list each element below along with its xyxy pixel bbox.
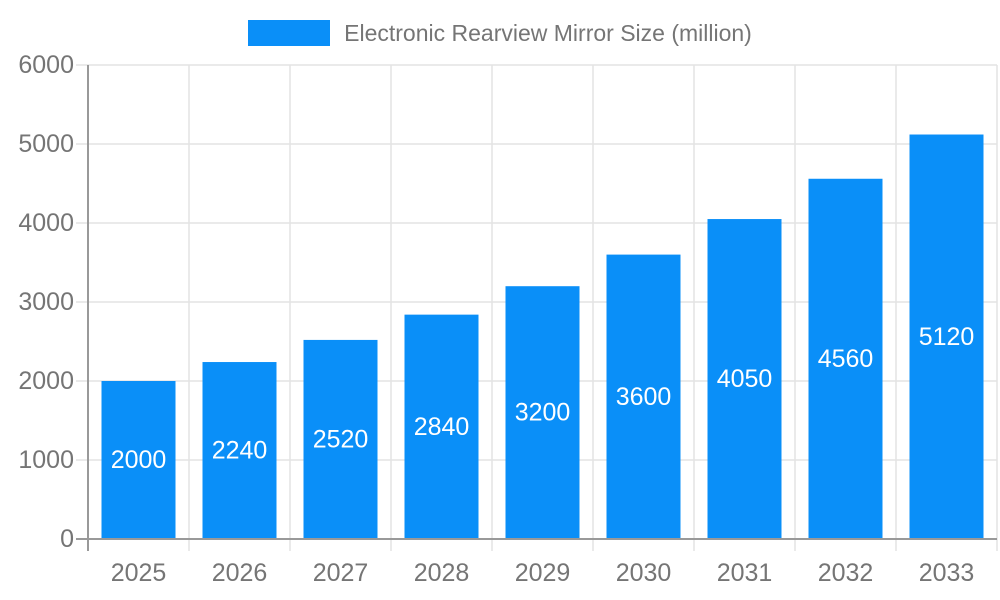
y-axis-label: 2000 bbox=[18, 367, 74, 395]
legend-swatch bbox=[248, 20, 331, 46]
bar-value-label: 4560 bbox=[818, 345, 874, 373]
bar-2031 bbox=[707, 219, 782, 540]
bar-value-label: 2840 bbox=[414, 413, 470, 441]
bar-2029 bbox=[505, 286, 580, 539]
y-axis-label: 5000 bbox=[18, 130, 74, 158]
x-axis-label: 2031 bbox=[717, 559, 773, 587]
x-axis-label: 2025 bbox=[111, 559, 167, 587]
bar-2030 bbox=[606, 254, 681, 539]
y-axis-label: 6000 bbox=[18, 51, 74, 79]
x-axis-label: 2028 bbox=[414, 559, 470, 587]
legend-label: Electronic Rearview Mirror Size (million… bbox=[344, 19, 752, 46]
x-axis-label: 2027 bbox=[313, 559, 369, 587]
y-axis-label: 4000 bbox=[18, 209, 74, 237]
bar-2027 bbox=[303, 339, 378, 539]
bar-value-label: 4050 bbox=[717, 365, 773, 393]
bar-value-label: 3600 bbox=[616, 383, 672, 411]
bar-value-label: 3200 bbox=[515, 399, 571, 427]
bar-2028 bbox=[404, 314, 479, 539]
bar-value-label: 2000 bbox=[111, 446, 167, 474]
bar-2032 bbox=[808, 178, 883, 539]
x-axis-label: 2030 bbox=[616, 559, 672, 587]
bar-2026 bbox=[202, 362, 277, 539]
bar-value-label: 5120 bbox=[919, 323, 975, 351]
x-axis-label: 2032 bbox=[818, 559, 874, 587]
x-axis-label: 2026 bbox=[212, 559, 268, 587]
bar-2025 bbox=[101, 381, 176, 539]
bar-2033 bbox=[909, 134, 984, 539]
legend[interactable]: Electronic Rearview Mirror Size (million… bbox=[0, 20, 1000, 46]
y-axis-label: 1000 bbox=[18, 446, 74, 474]
bar-value-label: 2520 bbox=[313, 425, 369, 453]
y-axis-label: 0 bbox=[60, 525, 74, 553]
x-axis-label: 2033 bbox=[919, 559, 975, 587]
bar-value-label: 2240 bbox=[212, 437, 268, 465]
x-axis-label: 2029 bbox=[515, 559, 571, 587]
y-axis-label: 3000 bbox=[18, 288, 74, 316]
